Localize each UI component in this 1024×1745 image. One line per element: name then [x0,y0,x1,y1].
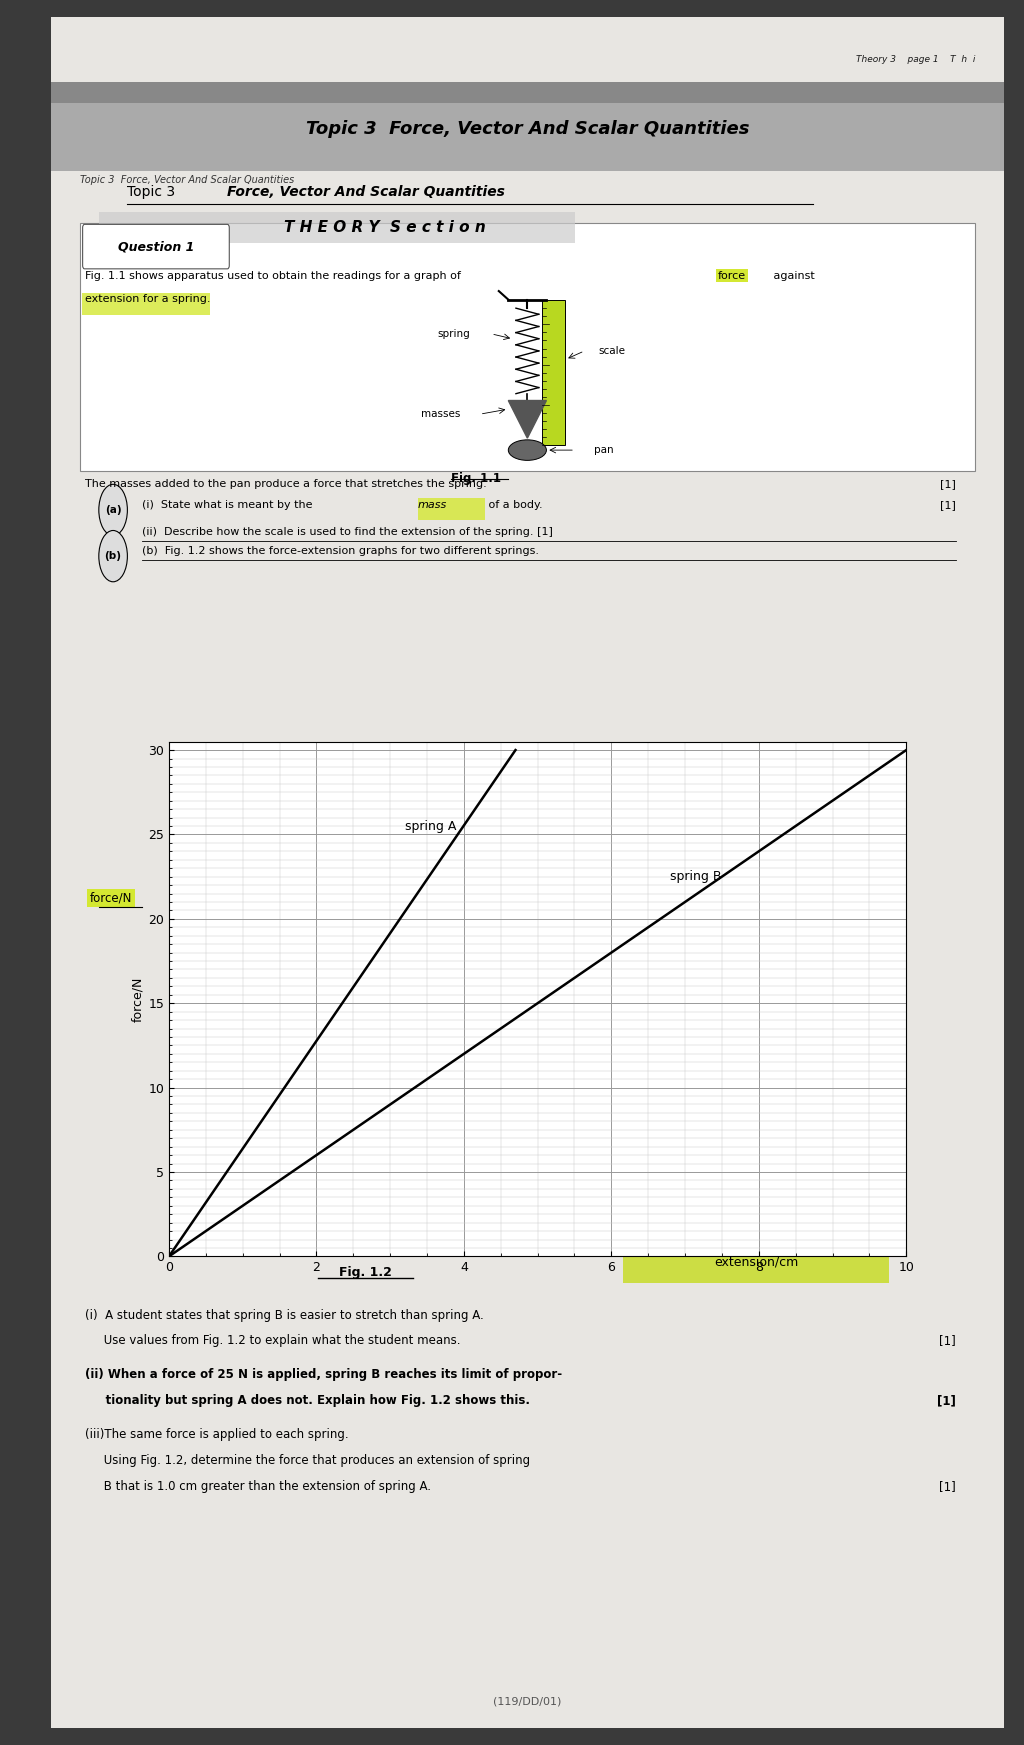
Polygon shape [508,401,547,438]
Text: Topic 3: Topic 3 [127,185,184,199]
Text: Fig. 1.1: Fig. 1.1 [452,473,501,485]
Bar [51,82,1004,171]
Bar [623,1246,889,1283]
Text: against: against [770,270,815,281]
Text: Force, Vector And Scalar Quantities: Force, Vector And Scalar Quantities [227,185,505,199]
Y-axis label: force/N: force/N [131,975,144,1023]
Text: [1]: [1] [940,499,956,510]
Text: [1]: [1] [940,480,956,489]
Text: T H E O R Y  S e c t i o n: T H E O R Y S e c t i o n [284,220,485,236]
Text: (a): (a) [104,504,122,515]
Ellipse shape [508,440,547,461]
Text: Use values from Fig. 1.2 to explain what the student means.: Use values from Fig. 1.2 to explain what… [85,1335,460,1347]
Text: tionality but spring A does not. Explain how Fig. 1.2 shows this.: tionality but spring A does not. Explain… [85,1394,529,1406]
Text: [1]: [1] [939,1480,956,1492]
Text: force: force [718,270,745,281]
Text: [1]: [1] [939,1335,956,1347]
Circle shape [98,485,127,536]
Text: masses: masses [421,408,461,419]
Bar [51,82,1004,103]
Text: Using Fig. 1.2, determine the force that produces an extension of spring: Using Fig. 1.2, determine the force that… [85,1454,529,1468]
Text: (b)  Fig. 1.2 shows the force-extension graphs for two different springs.: (b) Fig. 1.2 shows the force-extension g… [141,546,539,557]
Text: (b): (b) [104,551,122,562]
Bar [82,293,210,316]
Text: force/N: force/N [90,892,132,904]
Text: The masses added to the pan produce a force that stretches the spring.: The masses added to the pan produce a fo… [85,480,486,489]
Text: extension for a spring.: extension for a spring. [85,295,210,304]
Text: extension/cm: extension/cm [714,1256,798,1269]
Text: (ii)  Describe how the scale is used to find the extension of the spring. [1]: (ii) Describe how the scale is used to f… [141,527,553,537]
FancyBboxPatch shape [83,225,229,269]
Text: (i)  State what is meant by the: (i) State what is meant by the [141,499,315,510]
Text: Topic 3  Force, Vector And Scalar Quantities: Topic 3 Force, Vector And Scalar Quantit… [305,120,750,138]
Bar [542,300,565,445]
Text: scale: scale [599,346,626,356]
Text: B that is 1.0 cm greater than the extension of spring A.: B that is 1.0 cm greater than the extens… [85,1480,430,1492]
Text: (ii) When a force of 25 N is applied, spring B reaches its limit of propor-: (ii) When a force of 25 N is applied, sp… [85,1368,561,1382]
Text: (i)  A student states that spring B is easier to stretch than spring A.: (i) A student states that spring B is ea… [85,1309,483,1321]
Text: Fig. 1.1 shows apparatus used to obtain the readings for a graph of: Fig. 1.1 shows apparatus used to obtain … [85,270,464,281]
Text: pan: pan [594,445,613,455]
Text: spring B: spring B [671,871,722,883]
Text: spring: spring [437,328,470,339]
Text: (119/DD/01): (119/DD/01) [494,1696,561,1707]
Text: mass: mass [418,499,447,510]
Circle shape [98,530,127,581]
Text: Theory 3    page 1    T  h  i: Theory 3 page 1 T h i [856,56,975,65]
Text: [1]: [1] [937,1394,956,1406]
Bar [80,223,975,471]
Text: Topic 3  Force, Vector And Scalar Quantities: Topic 3 Force, Vector And Scalar Quantit… [80,174,294,185]
Text: Fig. 1.2: Fig. 1.2 [339,1265,392,1279]
Bar [418,497,484,520]
Text: Question 1: Question 1 [118,241,195,253]
Text: spring A: spring A [404,820,457,832]
Text: of a body.: of a body. [484,499,542,510]
Bar [98,213,575,243]
Text: (iii)The same force is applied to each spring.: (iii)The same force is applied to each s… [85,1427,348,1441]
